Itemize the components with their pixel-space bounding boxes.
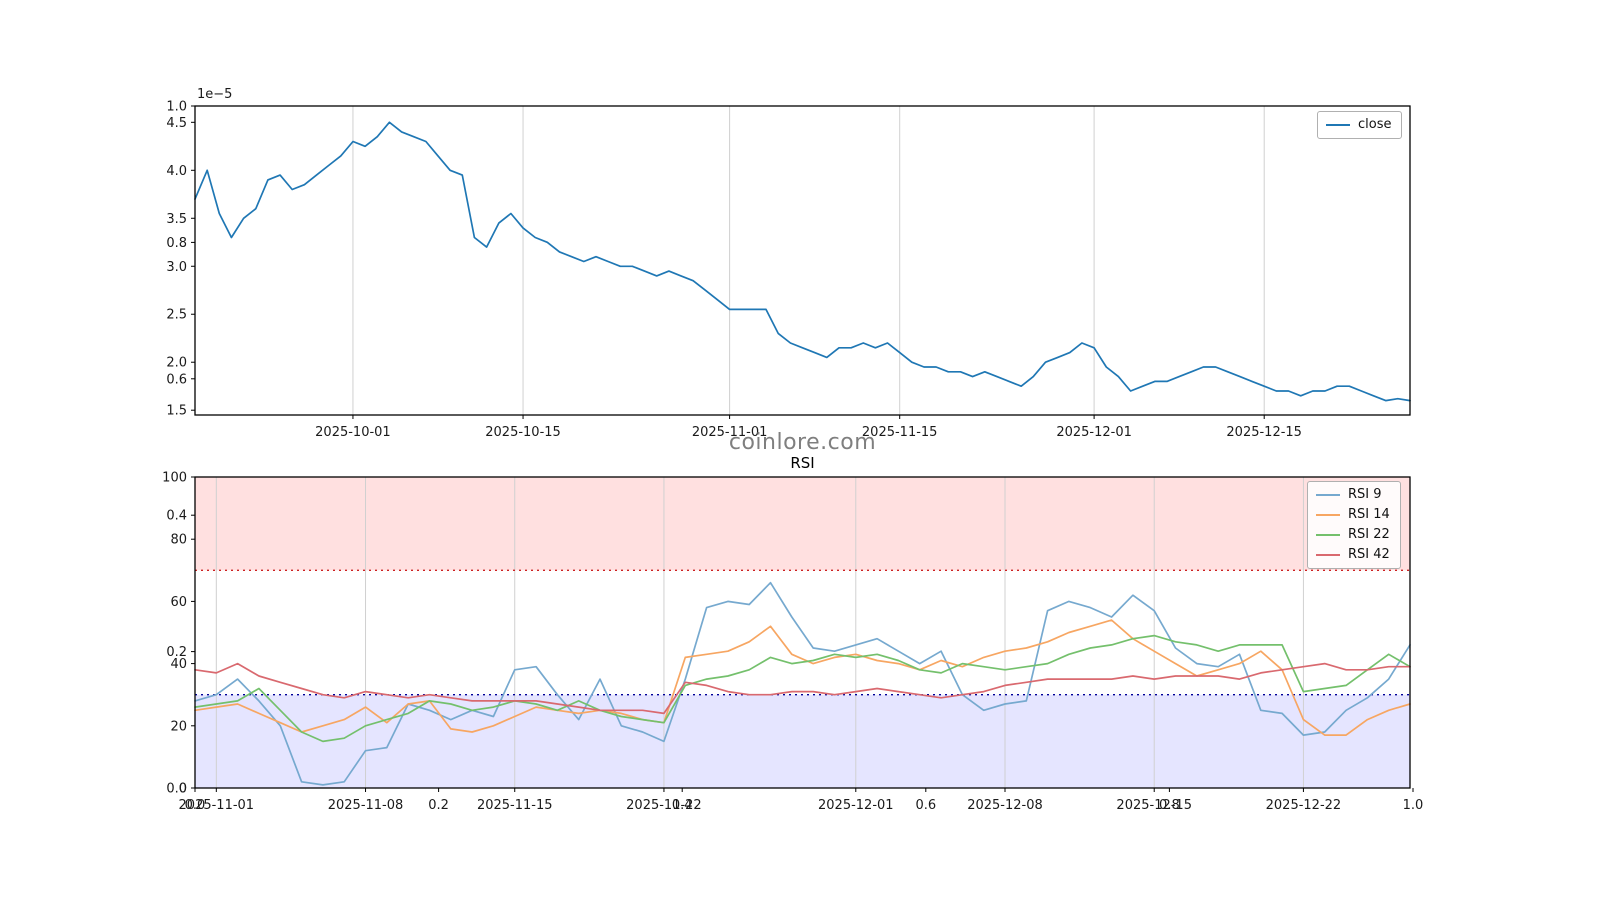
y-tick-label: 100 bbox=[162, 471, 187, 486]
overlay-x-tick-label: 0.4 bbox=[672, 798, 693, 813]
x-tick-label: 2025-11-01 bbox=[179, 798, 255, 813]
legend-item-rsi-22: RSI 22 bbox=[1316, 527, 1390, 543]
legend-item-rsi-9: RSI 9 bbox=[1316, 487, 1390, 503]
rsi-9-line-swatch bbox=[1316, 494, 1340, 496]
rsi-14-line-swatch bbox=[1316, 514, 1340, 516]
x-tick-label: 2025-12-08 bbox=[967, 798, 1043, 813]
y-tick-label: 80 bbox=[170, 533, 187, 548]
x-tick-label: 2025-11-01 bbox=[692, 425, 768, 440]
y-tick-label: 3.0 bbox=[166, 260, 187, 275]
oversold-band bbox=[195, 694, 1410, 788]
axes-frame bbox=[194, 105, 1411, 416]
rsi-legend: RSI 9 RSI 14 RSI 22 RSI 42 bbox=[1307, 481, 1401, 569]
y-tick-label: 0 bbox=[179, 782, 187, 797]
overlay-y-tick-label: 0.6 bbox=[166, 372, 187, 387]
x-tick-label: 2025-11-15 bbox=[477, 798, 553, 813]
overlay-y-tick-label: 0.8 bbox=[166, 236, 187, 251]
rsi-42-line bbox=[194, 662, 1411, 715]
y-tick-label: 2.0 bbox=[166, 356, 187, 371]
y-tick-label: 40 bbox=[170, 657, 187, 672]
legend-label-rsi-22: RSI 22 bbox=[1348, 527, 1390, 542]
overlay-x-tick-label: 0.2 bbox=[428, 798, 449, 813]
x-tick-label: 2025-12-01 bbox=[818, 798, 894, 813]
x-tick-label: 2025-11-15 bbox=[862, 425, 938, 440]
overlay-x-tick-label: 1.0 bbox=[1403, 798, 1424, 813]
rsi-22-line-swatch bbox=[1316, 534, 1340, 536]
axis-offset-label: 1e−5 bbox=[197, 87, 232, 102]
legend-label-close: close bbox=[1358, 117, 1392, 132]
y-tick-label: 4.0 bbox=[166, 164, 187, 179]
rsi-9-line bbox=[194, 581, 1411, 786]
x-tick-label: 2025-12-01 bbox=[1056, 425, 1132, 440]
x-tick-label: 2025-10-01 bbox=[315, 425, 391, 440]
axes-frame bbox=[194, 476, 1411, 789]
x-tick-label: 2025-12-15 bbox=[1116, 798, 1192, 813]
x-tick-label: 2025-11-22 bbox=[626, 798, 702, 813]
close-line-swatch bbox=[1326, 124, 1350, 126]
legend-label-rsi-9: RSI 9 bbox=[1348, 487, 1382, 502]
legend-item-close: close bbox=[1326, 117, 1391, 133]
legend-label-rsi-42: RSI 42 bbox=[1348, 547, 1390, 562]
rsi-42-line-swatch bbox=[1316, 554, 1340, 556]
overlay-x-tick-label: 0.8 bbox=[1159, 798, 1180, 813]
overlay-y-tick-label: 1.0 bbox=[166, 100, 187, 115]
y-tick-label: 2.5 bbox=[166, 308, 187, 323]
x-tick-label: 2025-12-22 bbox=[1266, 798, 1342, 813]
rsi-22-line bbox=[194, 634, 1411, 743]
price-legend: close bbox=[1317, 111, 1403, 139]
overlay-y-tick-label: 0.2 bbox=[166, 645, 187, 660]
watermark: coinlore.com bbox=[728, 430, 877, 455]
legend-label-rsi-14: RSI 14 bbox=[1348, 507, 1390, 522]
y-tick-label: 4.5 bbox=[166, 116, 187, 131]
y-tick-label: 20 bbox=[170, 719, 187, 734]
close-line bbox=[194, 121, 1411, 402]
y-tick-label: 1.5 bbox=[166, 404, 187, 419]
legend-item-rsi-42: RSI 42 bbox=[1316, 547, 1390, 563]
overbought-band bbox=[195, 477, 1410, 571]
y-tick-label: 3.5 bbox=[166, 212, 187, 227]
legend-item-rsi-14: RSI 14 bbox=[1316, 507, 1390, 523]
overlay-y-tick-label: 0.4 bbox=[166, 509, 187, 524]
x-tick-label: 2025-12-15 bbox=[1226, 425, 1302, 440]
overlay-x-tick-label: 0.0 bbox=[185, 798, 206, 813]
overlay-x-tick-label: 0.6 bbox=[915, 798, 936, 813]
x-tick-label: 2025-10-15 bbox=[485, 425, 561, 440]
y-tick-label: 60 bbox=[170, 595, 187, 610]
rsi-chart-title: RSI bbox=[790, 454, 815, 472]
rsi-14-line bbox=[194, 619, 1411, 736]
overlay-y-tick-label: 0.0 bbox=[166, 782, 187, 797]
x-tick-label: 2025-11-08 bbox=[328, 798, 404, 813]
